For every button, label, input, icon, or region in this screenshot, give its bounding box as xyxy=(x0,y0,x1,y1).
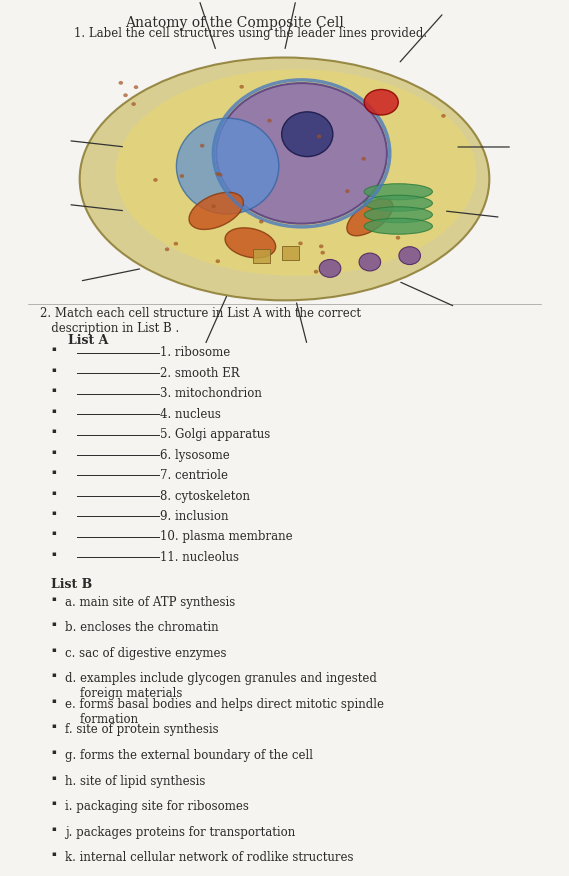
Ellipse shape xyxy=(134,85,138,89)
Text: ▪: ▪ xyxy=(51,469,56,475)
Text: ▪: ▪ xyxy=(51,749,56,755)
Text: ▪: ▪ xyxy=(51,774,56,781)
Ellipse shape xyxy=(216,172,220,176)
Ellipse shape xyxy=(399,247,420,265)
Text: e. forms basal bodies and helps direct mitotic spindle
    formation: e. forms basal bodies and helps direct m… xyxy=(65,698,385,726)
Ellipse shape xyxy=(80,58,489,300)
Ellipse shape xyxy=(259,220,263,223)
Ellipse shape xyxy=(218,173,222,177)
Bar xyxy=(253,250,270,264)
Text: List B: List B xyxy=(51,577,92,590)
Ellipse shape xyxy=(118,81,123,85)
Text: ▪: ▪ xyxy=(51,826,56,831)
Ellipse shape xyxy=(364,89,398,115)
Ellipse shape xyxy=(359,253,381,271)
Text: ▪: ▪ xyxy=(51,510,56,516)
Text: h. site of lipid synthesis: h. site of lipid synthesis xyxy=(65,774,206,788)
Text: ▪: ▪ xyxy=(51,387,56,393)
Text: k. internal cellular network of rodlike structures: k. internal cellular network of rodlike … xyxy=(65,851,354,865)
Ellipse shape xyxy=(282,112,333,157)
Ellipse shape xyxy=(165,247,170,251)
Text: 8. cytoskeleton: 8. cytoskeleton xyxy=(160,490,250,503)
Text: g. forms the external boundary of the cell: g. forms the external boundary of the ce… xyxy=(65,749,314,762)
Ellipse shape xyxy=(361,157,366,160)
Ellipse shape xyxy=(441,114,446,117)
Text: j. packages proteins for transportation: j. packages proteins for transportation xyxy=(65,826,296,838)
Ellipse shape xyxy=(180,174,184,178)
Text: 10. plasma membrane: 10. plasma membrane xyxy=(160,531,293,543)
Text: 1. Label the cell structures using the leader lines provided.: 1. Label the cell structures using the l… xyxy=(74,27,427,40)
Text: ▪: ▪ xyxy=(51,551,56,557)
Ellipse shape xyxy=(364,207,432,223)
Ellipse shape xyxy=(216,83,387,223)
Ellipse shape xyxy=(176,118,279,214)
Ellipse shape xyxy=(153,178,158,182)
Text: ▪: ▪ xyxy=(51,851,56,858)
Text: c. sac of digestive enzymes: c. sac of digestive enzymes xyxy=(65,646,227,660)
Ellipse shape xyxy=(189,193,244,230)
Text: List A: List A xyxy=(68,334,109,347)
Text: ▪: ▪ xyxy=(51,407,56,413)
Text: 2. Match each cell structure in List A with the correct
   description in List B: 2. Match each cell structure in List A w… xyxy=(40,307,361,335)
Text: ▪: ▪ xyxy=(51,646,56,653)
Ellipse shape xyxy=(131,102,136,106)
Text: a. main site of ATP synthesis: a. main site of ATP synthesis xyxy=(65,596,236,609)
Ellipse shape xyxy=(267,119,272,123)
Text: ▪: ▪ xyxy=(51,531,56,536)
Ellipse shape xyxy=(240,85,244,88)
Ellipse shape xyxy=(174,242,178,245)
Ellipse shape xyxy=(314,270,318,273)
Ellipse shape xyxy=(116,69,476,276)
Text: ▪: ▪ xyxy=(51,449,56,455)
Text: d. examples include glycogen granules and ingested
    foreign materials: d. examples include glycogen granules an… xyxy=(65,672,377,700)
Ellipse shape xyxy=(319,259,341,278)
Text: 1. ribosome: 1. ribosome xyxy=(160,346,230,359)
Text: b. encloses the chromatin: b. encloses the chromatin xyxy=(65,621,219,634)
Bar xyxy=(282,246,299,260)
Text: ▪: ▪ xyxy=(51,367,56,373)
Text: 6. lysosome: 6. lysosome xyxy=(160,449,230,462)
Ellipse shape xyxy=(298,242,303,245)
Ellipse shape xyxy=(319,244,324,248)
Text: 5. Golgi apparatus: 5. Golgi apparatus xyxy=(160,428,271,442)
Text: 7. centriole: 7. centriole xyxy=(160,469,229,482)
Ellipse shape xyxy=(364,218,432,234)
Ellipse shape xyxy=(225,228,275,258)
Text: ▪: ▪ xyxy=(51,621,56,627)
Ellipse shape xyxy=(317,135,321,138)
Ellipse shape xyxy=(123,94,128,97)
Text: ▪: ▪ xyxy=(51,428,56,434)
Ellipse shape xyxy=(364,195,432,211)
Text: ▪: ▪ xyxy=(51,490,56,496)
Text: ▪: ▪ xyxy=(51,596,56,602)
Text: 4. nucleus: 4. nucleus xyxy=(160,407,221,420)
Text: 3. mitochondrion: 3. mitochondrion xyxy=(160,387,262,400)
Text: ▪: ▪ xyxy=(51,800,56,806)
Ellipse shape xyxy=(320,251,325,255)
Text: 11. nucleolus: 11. nucleolus xyxy=(160,551,240,564)
Ellipse shape xyxy=(211,204,216,208)
Text: Anatomy of the Composite Cell: Anatomy of the Composite Cell xyxy=(125,16,344,30)
Text: ▪: ▪ xyxy=(51,672,56,678)
Ellipse shape xyxy=(364,184,432,200)
Text: ▪: ▪ xyxy=(51,698,56,703)
Text: f. site of protein synthesis: f. site of protein synthesis xyxy=(65,724,219,737)
Text: ▪: ▪ xyxy=(51,724,56,730)
Ellipse shape xyxy=(345,189,350,193)
Ellipse shape xyxy=(200,144,204,148)
Text: 2. smooth ER: 2. smooth ER xyxy=(160,367,240,380)
Text: ▪: ▪ xyxy=(51,346,56,352)
Ellipse shape xyxy=(395,236,400,240)
Text: i. packaging site for ribosomes: i. packaging site for ribosomes xyxy=(65,800,249,813)
Ellipse shape xyxy=(347,199,393,236)
Text: 9. inclusion: 9. inclusion xyxy=(160,510,229,523)
Ellipse shape xyxy=(216,259,220,263)
